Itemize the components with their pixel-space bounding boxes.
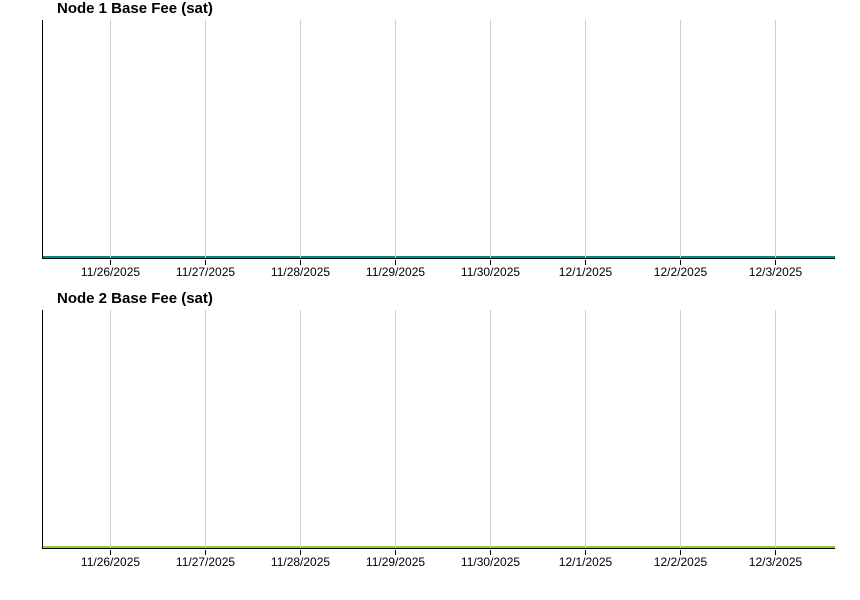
x-axis-label: 12/1/2025 [558,265,613,279]
axis-tick [489,259,492,265]
x-axis-label: 12/2/2025 [653,555,708,569]
gridline [490,310,491,548]
gridline [110,310,111,548]
x-axis-label: 11/26/2025 [80,265,141,279]
gridline [300,20,301,258]
axis-tick [584,549,587,555]
x-axis-label: 11/29/2025 [365,555,426,569]
axis-tick [394,259,397,265]
axis-tick [584,259,587,265]
x-axis-label: 11/30/2025 [460,555,521,569]
x-axis-label: 11/27/2025 [175,555,236,569]
x-axis-labels: 11/26/2025 11/27/2025 11/28/2025 11/29/2025… [43,549,835,573]
axis-tick [109,259,112,265]
x-axis-label: 11/28/2025 [270,555,331,569]
x-axis-label: 11/30/2025 [460,265,521,279]
gridline [585,20,586,258]
chart-title-node1: Node 1 Base Fee (sat) [57,0,213,17]
x-axis-label: 11/29/2025 [365,265,426,279]
x-axis-label: 11/28/2025 [270,265,331,279]
data-line [43,546,835,548]
axis-tick [109,549,112,555]
gridline [775,20,776,258]
x-axis-label: 12/3/2025 [748,555,803,569]
axis-tick [679,549,682,555]
gridline [205,20,206,258]
x-axis-label: 12/2/2025 [653,265,708,279]
axis-tick [394,549,397,555]
gridline [585,310,586,548]
gridline [680,310,681,548]
x-axis-label: 12/3/2025 [748,265,803,279]
chart-title-node2: Node 2 Base Fee (sat) [57,290,213,307]
node2-base-fee-chart: Node 2 Base Fee (sat) 11/26/2025 11/27/20… [0,290,860,573]
gridline [775,310,776,548]
axis-tick [774,259,777,265]
axis-tick [299,259,302,265]
gridline [110,20,111,258]
axis-tick [299,549,302,555]
gridline [490,20,491,258]
x-axis-label: 12/1/2025 [558,555,613,569]
x-axis-label: 11/26/2025 [80,555,141,569]
x-axis-labels: 11/26/2025 11/27/2025 11/28/2025 11/29/2025… [43,259,835,283]
gridline [395,310,396,548]
gridline [395,20,396,258]
gridline [300,310,301,548]
axis-tick [774,549,777,555]
axis-tick [204,549,207,555]
gridline [205,310,206,548]
axis-tick [489,549,492,555]
gridline [680,20,681,258]
x-axis-label: 11/27/2025 [175,265,236,279]
axis-tick [204,259,207,265]
axis-tick [679,259,682,265]
plot-area [42,20,835,265]
data-line [43,256,835,258]
node1-base-fee-chart: Node 1 Base Fee (sat) 11/26/2025 11/27/20… [0,0,860,283]
plot-area [42,310,835,555]
